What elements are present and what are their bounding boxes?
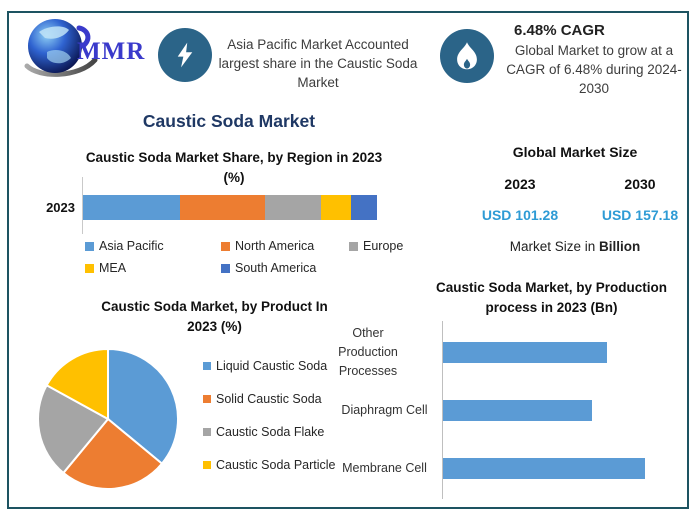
globe-continent <box>39 26 69 39</box>
process-chart-axis <box>442 321 443 499</box>
legend-swatch <box>349 241 358 251</box>
process-chart-title-line1: Caustic Soda Market, by Production <box>435 280 668 295</box>
globe-continent <box>47 50 71 64</box>
legend-swatch <box>203 361 211 370</box>
swoosh-blue <box>76 25 91 49</box>
infographic-frame: MMR Asia Pacific Market Accounted larges… <box>7 11 689 509</box>
process-chart-title-line2: process in 2023 (Bn) <box>485 299 618 315</box>
process-bar-membrane-cell <box>443 458 645 480</box>
legend-label: Caustic Soda Particle <box>216 457 336 472</box>
market-size-year-2030: 2030 <box>624 176 656 192</box>
bar-segment-mea <box>321 195 351 220</box>
swoosh-arc <box>24 57 98 77</box>
product-chart-title-line1: Caustic Soda Market, by Product In <box>101 299 328 314</box>
process-rows: Other Production Processes Diaphragm Cell… <box>327 323 679 498</box>
region-chart-title: Caustic Soda Market Share, by Region in … <box>64 148 404 187</box>
legend-label: North America <box>235 239 315 253</box>
process-row-membrane-cell: Membrane Cell <box>327 440 679 498</box>
pie-slice-liquid-caustic-soda <box>107 347 180 466</box>
legend-item-caustic-soda-particle: Caustic Soda Particle <box>203 448 336 481</box>
highlight1-badge <box>158 28 212 82</box>
flame-icon <box>457 42 477 70</box>
market-size-value-2030: USD 157.18 <box>601 207 679 223</box>
pie-slice-solid-caustic-soda <box>61 417 164 491</box>
bar-segment-north-america <box>180 195 266 220</box>
product-legend: Liquid Caustic Soda Solid Caustic Soda Cau… <box>203 349 336 481</box>
legend-swatch <box>203 427 211 436</box>
market-size-year-2023: 2023 <box>504 176 536 192</box>
legend-label: Asia Pacific <box>99 239 164 253</box>
market-size-value-2023: USD 101.28 <box>481 207 559 223</box>
legend-item-caustic-soda-flake: Caustic Soda Flake <box>203 415 336 448</box>
pie-slice-caustic-soda-flake <box>37 383 110 475</box>
legend-label: South America <box>235 261 317 275</box>
lightning-icon <box>177 42 193 68</box>
product-chart-title: Caustic Soda Market, by Product In 2023 … <box>57 297 372 336</box>
legend-label: Europe <box>363 239 404 253</box>
product-pie <box>37 347 180 491</box>
market-size-title: Global Market Size <box>512 144 638 160</box>
region-chart-title-line2: (%) <box>223 169 245 185</box>
bar-segment-europe <box>265 195 322 220</box>
legend-swatch <box>221 263 230 273</box>
process-bar-diaphragm-cell <box>443 399 592 421</box>
market-size-footnote-unit: Billion <box>599 239 641 254</box>
category-label-membrane-cell: Membrane Cell <box>342 461 427 476</box>
legend-swatch <box>203 460 211 469</box>
pie-slice-caustic-soda-particle <box>45 347 109 421</box>
market-size-footnote: Market Size in Billion <box>455 239 695 254</box>
category-label-diaphragm-cell: Diaphragm Cell <box>341 403 428 418</box>
legend-item-liquid-caustic-soda: Liquid Caustic Soda <box>203 349 336 382</box>
process-row-diaphragm-cell: Diaphragm Cell <box>327 381 679 439</box>
product-chart-title-line2: 2023 (%) <box>187 318 242 334</box>
category-label-other-production-processes: Other Production Processes <box>338 326 398 378</box>
page-title: Caustic Soda Market <box>142 111 316 131</box>
region-chart-title-line1: Caustic Soda Market Share, by Region in … <box>85 150 383 165</box>
highlight2-badge <box>440 29 494 83</box>
legend-swatch <box>85 241 94 251</box>
legend-item-north-america: North America <box>221 239 349 253</box>
legend-item-south-america: South America <box>221 261 349 275</box>
process-row-other-production-processes: Other Production Processes <box>327 323 679 381</box>
legend-label: Solid Caustic Soda <box>216 391 322 406</box>
legend-item-mea: MEA <box>85 261 221 275</box>
legend-item-asia-pacific: Asia Pacific <box>85 239 221 253</box>
legend-label: Caustic Soda Flake <box>216 424 325 439</box>
process-chart-title: Caustic Soda Market, by Production proce… <box>424 278 679 317</box>
region-stacked-bar <box>83 195 377 220</box>
market-size-footnote-prefix: Market Size in <box>509 239 600 254</box>
region-category-label: 2023 <box>46 200 75 215</box>
legend-swatch <box>221 241 230 251</box>
legend-item-europe: Europe <box>349 239 419 253</box>
legend-swatch <box>85 263 94 273</box>
legend-item-solid-caustic-soda: Solid Caustic Soda <box>203 382 336 415</box>
logo-text: MMR <box>77 38 146 65</box>
legend-label: MEA <box>99 261 127 275</box>
region-legend: Asia Pacific North America Europe MEA South … <box>85 239 425 275</box>
legend-swatch <box>203 394 211 403</box>
cagr-title: 6.48% CAGR <box>514 22 605 39</box>
process-bar-other-production-processes <box>443 341 607 363</box>
cagr-text: Global Market to grow at a CAGR of 6.48%… <box>506 43 682 96</box>
legend-label: Liquid Caustic Soda <box>216 358 328 373</box>
globe-icon <box>24 19 98 77</box>
bar-segment-south-america <box>350 195 377 220</box>
region-chart-axis <box>82 177 83 234</box>
mmr-logo: MMR <box>17 14 157 80</box>
bar-segment-asia-pacific <box>83 195 181 220</box>
highlight1-text: Asia Pacific Market Accounted largest sh… <box>218 37 418 91</box>
